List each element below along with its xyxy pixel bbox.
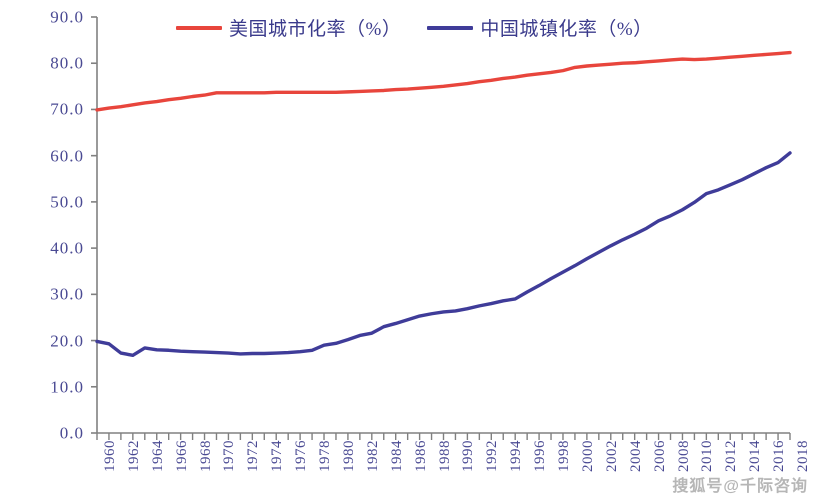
series-line-china bbox=[95, 151, 792, 358]
series-line-us bbox=[95, 50, 792, 112]
x-tick-label: 2008 bbox=[675, 440, 692, 472]
x-tick-label: 1988 bbox=[436, 440, 453, 472]
x-tick-label: 2010 bbox=[699, 440, 716, 472]
y-tick-label: 60.0 bbox=[50, 146, 84, 166]
x-tick-label: 2016 bbox=[771, 440, 788, 472]
x-tick-label: 1992 bbox=[484, 440, 501, 472]
y-tick-label: 20.0 bbox=[50, 331, 84, 351]
y-tick-label: 90.0 bbox=[50, 7, 84, 27]
x-tick-label: 2018 bbox=[795, 440, 811, 472]
x-tick-label: 1968 bbox=[197, 440, 214, 472]
x-tick-label: 1962 bbox=[125, 440, 142, 472]
x-tick-label: 1964 bbox=[149, 440, 166, 472]
y-tick-label: 50.0 bbox=[50, 192, 84, 212]
x-tick-label: 1998 bbox=[556, 440, 573, 472]
x-tick-label: 1960 bbox=[102, 440, 118, 472]
x-tick-label: 1978 bbox=[317, 440, 334, 472]
x-tick-label: 1976 bbox=[293, 440, 310, 472]
x-tick-label: 2004 bbox=[627, 440, 644, 472]
x-tick-label: 1974 bbox=[269, 440, 286, 472]
x-tick-label: 2002 bbox=[603, 440, 620, 472]
y-tick-label: 30.0 bbox=[50, 284, 84, 304]
x-tick-label: 1966 bbox=[173, 440, 190, 472]
x-tick-label: 1996 bbox=[532, 440, 549, 472]
y-tick-label: 70.0 bbox=[50, 99, 84, 119]
x-tick-label: 1990 bbox=[460, 440, 477, 472]
y-tick-label: 0.0 bbox=[59, 423, 84, 443]
x-tick-label: 2006 bbox=[651, 440, 668, 472]
x-tick-label: 1994 bbox=[508, 440, 525, 472]
x-tick-label: 1970 bbox=[221, 440, 238, 472]
x-tick-label: 1984 bbox=[388, 440, 405, 472]
x-tick-label: 1986 bbox=[412, 440, 429, 472]
y-tick-label: 40.0 bbox=[50, 238, 84, 258]
watermark-text: 搜狐号@千际咨询 bbox=[672, 478, 808, 495]
x-tick-label: 1972 bbox=[245, 440, 262, 472]
y-axis-tick-labels: 90.0 80.0 70.0 60.0 50.0 40.0 30.0 20.0 10.0 0.0 bbox=[0, 0, 84, 500]
x-tick-label: 2014 bbox=[747, 440, 764, 472]
x-tick-label: 1982 bbox=[364, 440, 381, 472]
x-tick-label: 2012 bbox=[723, 440, 740, 472]
y-tick-label: 80.0 bbox=[50, 53, 84, 73]
x-tick-label: 2000 bbox=[579, 440, 596, 472]
y-tick-label: 10.0 bbox=[50, 377, 84, 397]
x-tick-label: 1980 bbox=[340, 440, 357, 472]
